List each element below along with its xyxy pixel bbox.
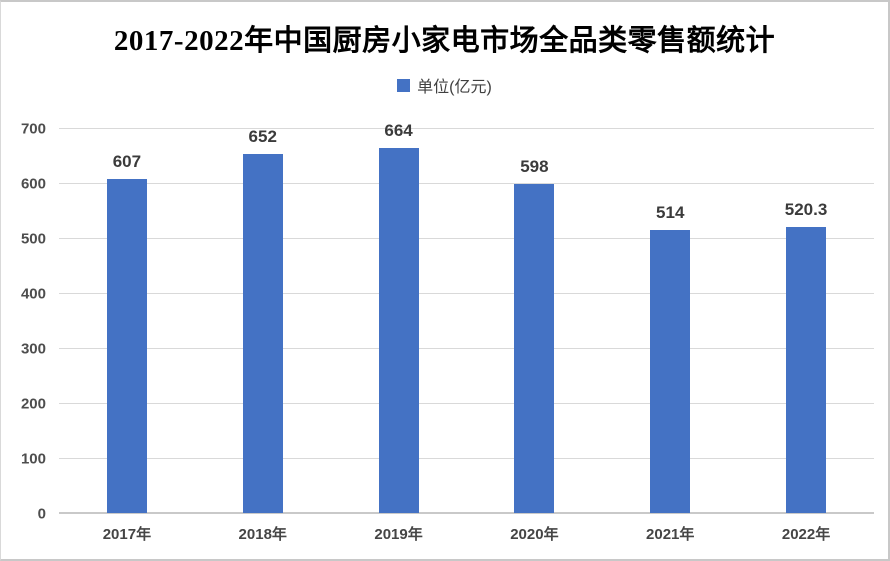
y-axis-tick-label: 200: [20, 395, 46, 412]
legend: 单位(亿元): [1, 73, 888, 97]
y-axis-tick-label: 600: [20, 175, 46, 192]
gridline: [59, 347, 874, 349]
x-axis-line: [59, 512, 874, 514]
x-axis-tick-label: 2017年: [102, 526, 152, 543]
y-axis-tick-label: 300: [20, 340, 46, 357]
bar-column: 607: [59, 128, 195, 513]
gridline: [59, 402, 874, 404]
gridline: [59, 457, 874, 459]
bar: 664: [378, 121, 419, 513]
bar: 598: [514, 157, 555, 513]
x-axis-tick-label: 2020年: [510, 526, 559, 543]
chart-title: 2017-2022年中国厨房小家电市场全品类零售额统计: [113, 25, 776, 57]
bar: 514: [650, 203, 691, 513]
bar: 652: [242, 127, 283, 513]
x-axis-tick-label: 2021年: [646, 526, 695, 543]
y-axis-tick-label: 100: [20, 450, 46, 467]
bar-value-label: 598: [520, 157, 549, 177]
bar-value-label: 514: [656, 203, 685, 223]
bar-value-label: 520.3: [784, 199, 828, 219]
legend-swatch-icon: [397, 78, 411, 92]
gridline: [59, 292, 874, 294]
bar-value-label: 652: [248, 127, 277, 147]
bar-value-label: 607: [112, 152, 142, 172]
bar-column: 598: [466, 128, 602, 513]
bar-column: 652: [195, 127, 331, 513]
y-axis-tick-label: 400: [20, 285, 46, 302]
x-axis-tick-label: 2022年: [781, 526, 831, 543]
y-axis-tick-label: 500: [20, 230, 46, 247]
plot-area: 0 100 200 300 400 500 600 700 607 652 664 598 514 52…: [21, 120, 874, 543]
bar-column: 514: [602, 128, 738, 513]
legend-series-label: 单位(亿元): [417, 79, 492, 96]
y-axis-tick-label: 700: [20, 120, 46, 137]
x-axis-labels: 2017年 2018年 2019年 2020年 2021年 2022年: [59, 523, 874, 544]
x-axis-tick-label: 2019年: [374, 526, 423, 543]
bar: 520.3: [785, 200, 827, 513]
bar-column: 664: [331, 121, 467, 513]
gridline: [59, 127, 874, 129]
gridline: [59, 182, 874, 184]
bar: 607: [106, 152, 147, 513]
x-axis-tick-label: 2018年: [238, 526, 287, 543]
y-axis-tick-label: 0: [37, 505, 46, 522]
gridline: [59, 237, 874, 239]
bar-column: 520.3: [738, 128, 874, 513]
bar-value-label: 664: [384, 120, 413, 140]
bars-container: 607 652 664 598 514 520.3: [59, 121, 874, 513]
